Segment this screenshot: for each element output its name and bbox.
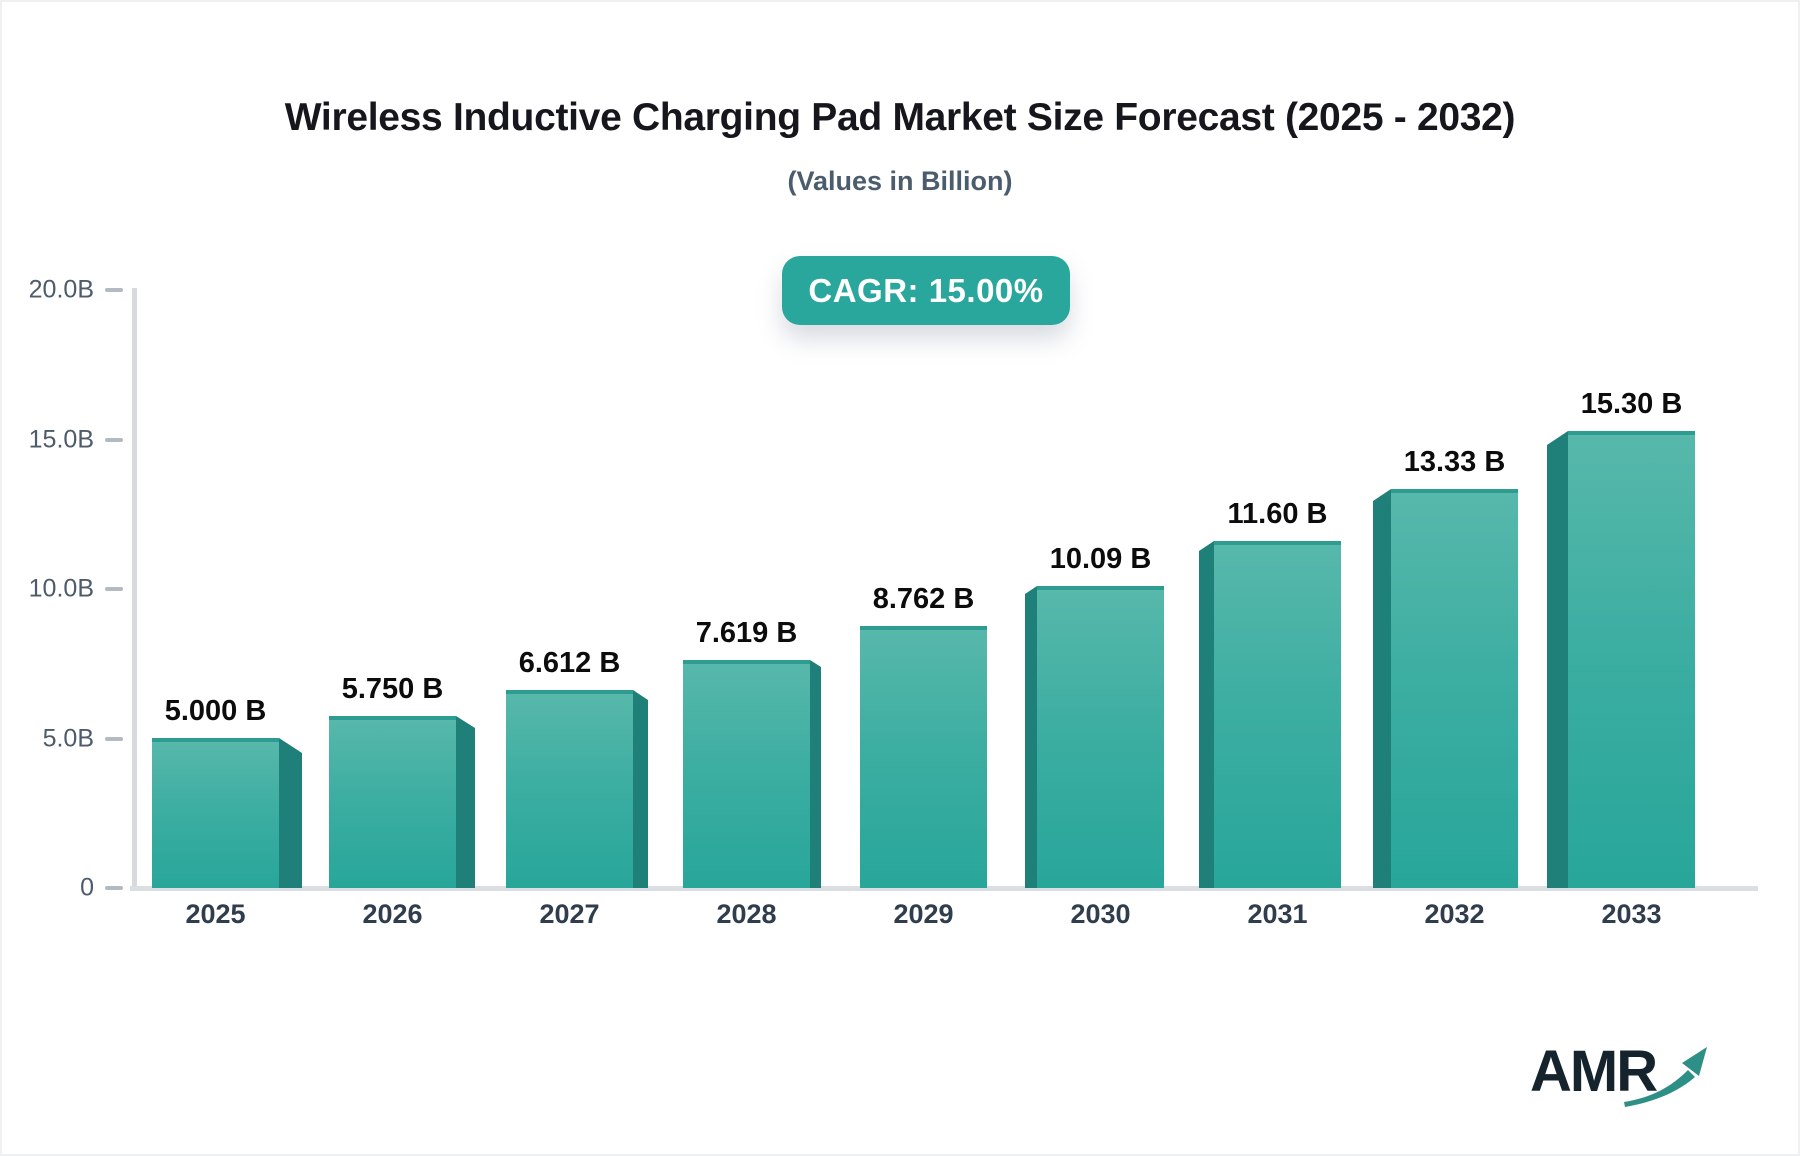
- bar-face-2027: [506, 690, 633, 888]
- bar-side-2025: [279, 738, 302, 888]
- bar-value-label-2029: 8.762 B: [872, 583, 975, 615]
- y-axis-label-15.0B: 15.0B: [28, 425, 94, 453]
- bar-value-label-2025: 5.000 B: [164, 695, 267, 727]
- bar-value-label-2027: 6.612 B: [518, 647, 621, 679]
- bar-value-label-2032: 13.33 B: [1403, 446, 1506, 478]
- y-axis-tick-10.0B: [105, 587, 123, 591]
- amr-logo[interactable]: AMR: [1530, 1038, 1720, 1118]
- x-axis-label-2030: 2030: [1070, 899, 1131, 929]
- amr-logo-arrow-icon: [1624, 1047, 1707, 1107]
- bar-face-2028: [683, 660, 810, 888]
- bar-face-2029: [860, 626, 987, 888]
- y-axis-label-0: 0: [80, 873, 94, 902]
- x-axis-label-2032: 2032: [1424, 899, 1485, 929]
- y-axis-label-20.0B: 20.0B: [28, 275, 94, 304]
- bar-face-2032: [1391, 489, 1518, 888]
- y-axis-label-10.0B: 10.0B: [28, 574, 94, 603]
- bar-side-2031: [1199, 541, 1214, 888]
- x-axis-line: [130, 886, 1758, 891]
- bar-side-2032: [1373, 489, 1391, 888]
- x-axis-label-2031: 2031: [1247, 899, 1308, 929]
- cagr-badge-label: CAGR: 15.00%: [808, 271, 1044, 309]
- x-axis-label-2029: 2029: [893, 899, 954, 929]
- bar-value-label-2030: 10.09 B: [1049, 543, 1152, 575]
- x-axis-label-2028: 2028: [716, 899, 777, 929]
- y-axis-line: [132, 288, 137, 890]
- x-axis-label-2033: 2033: [1601, 899, 1662, 929]
- cagr-badge: CAGR: 15.00%: [782, 256, 1070, 325]
- bar-face-2033: [1568, 431, 1695, 888]
- bar-face-2026: [329, 716, 456, 888]
- bar-face-2030: [1037, 586, 1164, 888]
- chart-subtitle: (Values in Billion): [787, 166, 1013, 196]
- bar-side-2026: [456, 716, 475, 888]
- bar-side-2028: [810, 660, 821, 888]
- y-axis-tick-0: [105, 886, 123, 890]
- bar-value-label-2031: 11.60 B: [1227, 498, 1328, 530]
- bar-face-2025: [152, 738, 279, 888]
- bar-value-label-2033: 15.30 B: [1580, 388, 1683, 420]
- y-axis-tick-5.0B: [105, 736, 123, 741]
- y-axis-tick-20.0B: [105, 288, 123, 292]
- y-axis-label-5.0B: 5.0B: [42, 724, 94, 752]
- bar-value-label-2028: 7.619 B: [695, 617, 798, 649]
- bar-side-2033: [1547, 431, 1568, 888]
- x-axis-label-2026: 2026: [362, 899, 423, 929]
- bar-side-2027: [633, 690, 648, 888]
- amr-logo-text: AMR: [1530, 1039, 1658, 1104]
- x-axis-label-2027: 2027: [539, 899, 600, 929]
- y-axis-tick-15.0B: [105, 437, 123, 442]
- bar-side-2030: [1025, 586, 1037, 888]
- bar-face-2031: [1214, 541, 1341, 888]
- bar-value-label-2026: 5.750 B: [341, 673, 444, 705]
- x-axis-label-2025: 2025: [185, 899, 246, 929]
- chart-title: Wireless Inductive Charging Pad Market S…: [284, 96, 1516, 139]
